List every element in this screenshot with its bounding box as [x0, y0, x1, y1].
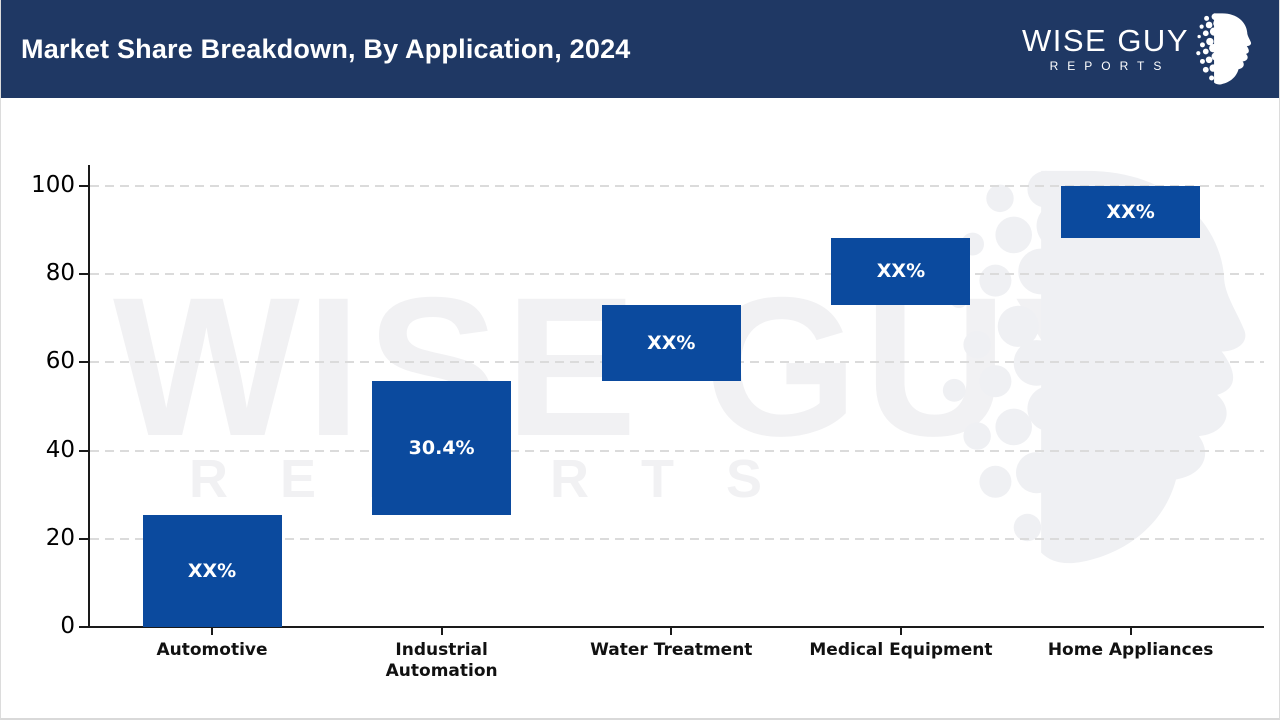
bar-value-label: 30.4%: [408, 437, 475, 460]
x-tick-label: Home Appliances: [1016, 640, 1246, 661]
brand-logo: WISE GUY REPORTS: [1022, 11, 1253, 87]
bar-value-label: XX%: [187, 560, 237, 583]
bar-value-label: XX%: [647, 332, 696, 355]
brand-subtitle: REPORTS: [1049, 58, 1171, 73]
gridline-y-100: [90, 185, 1264, 187]
x-tick-label: Medical Equipment: [786, 640, 1016, 661]
y-tick-label: 20: [45, 524, 75, 551]
x-tick-label-line: Automotive: [156, 640, 268, 660]
y-axis-tick: [79, 361, 88, 364]
y-tick-label: 100: [31, 172, 75, 198]
x-tick-label-line: Industrial: [395, 640, 488, 660]
bar-home-appliances: XX%: [1061, 186, 1201, 238]
y-axis-tick: [79, 626, 88, 628]
y-axis-tick: [79, 449, 88, 452]
x-axis-tick: [211, 628, 213, 635]
gridline-y-20: [90, 537, 1264, 540]
gridline-y-40: [90, 449, 1264, 452]
bar-water-treatment: XX%: [601, 305, 741, 382]
bar-value-label: XX%: [876, 260, 926, 283]
x-axis-tick: [440, 628, 443, 635]
y-tick-label: 0: [60, 613, 75, 639]
x-axis-line: [88, 626, 1264, 628]
x-axis-tick: [1129, 628, 1132, 635]
y-tick-label: 40: [45, 436, 75, 463]
x-axis-tick: [899, 628, 902, 635]
y-tick-label: 80: [45, 260, 75, 287]
bar-industrial-automation: 30.4%: [372, 381, 512, 516]
x-tick-label-line: Automation: [385, 661, 498, 681]
y-tick-label: 60: [45, 348, 75, 375]
y-axis-tick: [79, 537, 88, 540]
x-tick-label: Industrial Automation: [327, 640, 557, 682]
bar-value-label: XX%: [1106, 200, 1155, 223]
brand-logo-text: WISE GUY REPORTS: [1021, 22, 1189, 73]
brand-name: WISE GUY: [1021, 22, 1189, 58]
x-tick-label-line: Medical Equipment: [809, 640, 993, 660]
x-tick-label: Automotive: [97, 640, 327, 661]
y-axis-tick: [79, 185, 88, 187]
y-axis-tick: [79, 273, 88, 276]
bar-medical-equipment: XX%: [831, 237, 971, 306]
gridline-y-80: [90, 273, 1264, 276]
page-title: Market Share Breakdown, By Application, …: [21, 33, 631, 64]
bar-automotive: XX%: [142, 515, 282, 627]
x-tick-label-line: Home Appliances: [1047, 640, 1214, 660]
x-tick-label-line: Water Treatment: [590, 640, 753, 660]
header-bar: Market Share Breakdown, By Application, …: [1, 0, 1279, 98]
y-axis-line: [88, 165, 90, 627]
x-tick-label: Water Treatment: [556, 640, 786, 661]
x-axis-tick: [670, 628, 673, 635]
